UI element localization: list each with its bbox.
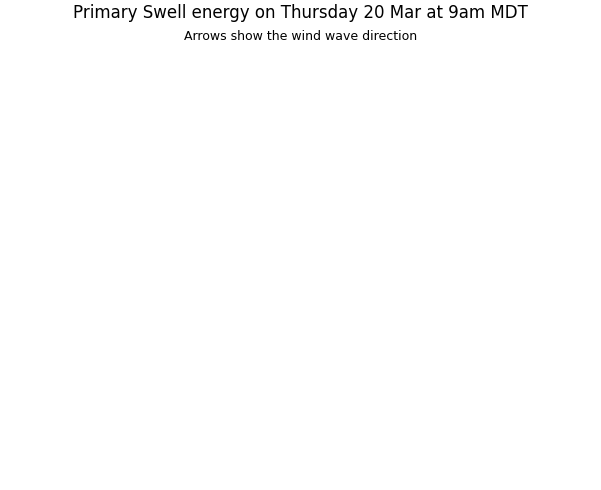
Text: cartopy required: cartopy required (219, 259, 382, 278)
Text: Arrows show the wind wave direction: Arrows show the wind wave direction (184, 30, 417, 43)
Text: Primary Swell energy on Thursday 20 Mar at 9am MDT: Primary Swell energy on Thursday 20 Mar … (73, 4, 528, 22)
